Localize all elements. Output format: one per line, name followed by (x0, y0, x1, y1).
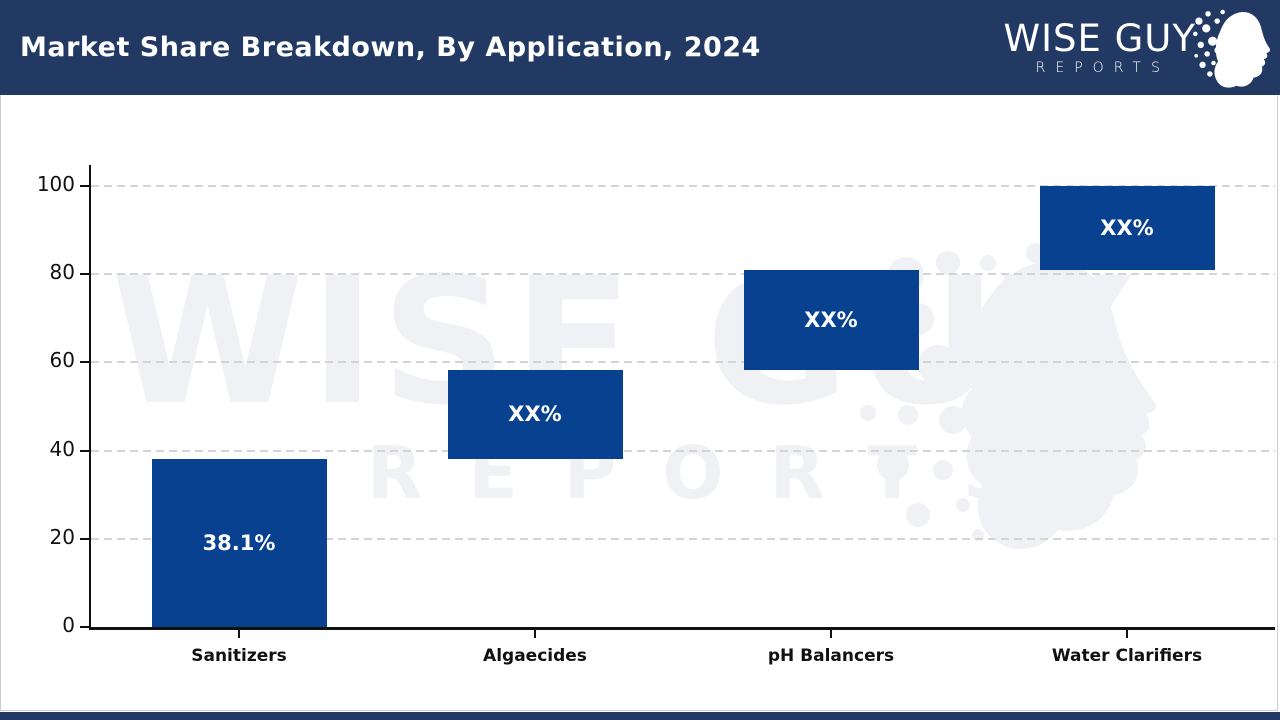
bar-value-label: 38.1% (202, 530, 276, 555)
y-tick-mark (80, 537, 89, 540)
y-tick-mark (80, 185, 89, 187)
x-tick-mark (534, 630, 536, 638)
logo-head-icon (1193, 9, 1270, 88)
bar-value-label: XX% (804, 307, 858, 332)
x-category-label: Water Clarifiers (1051, 646, 1203, 666)
gridline (91, 537, 1275, 540)
x-category-label: Sanitizers (191, 646, 287, 666)
bar-value-label: XX% (508, 402, 562, 427)
gridline (91, 273, 1275, 276)
y-tick-label: 20 (49, 524, 75, 549)
y-tick-label: 60 (49, 348, 75, 373)
logo-text: WISE GUY REPORTS (1004, 20, 1196, 76)
gridline (91, 185, 1275, 187)
x-category-label: pH Balancers (767, 646, 895, 666)
x-tick-mark (830, 630, 832, 638)
bar-value-label: XX% (1100, 215, 1154, 240)
wiseguy-logo: WISE GUY REPORTS (1004, 6, 1270, 90)
y-tick-mark (80, 626, 89, 628)
logo-wordmark: WISE GUY (1003, 17, 1196, 60)
y-tick-label: 0 (62, 613, 75, 637)
bar-algaecides: XX% (447, 369, 623, 459)
gridline (91, 449, 1275, 452)
bar-ph-balancers: XX% (743, 269, 919, 370)
bar-water-clarifiers: XX% (1039, 186, 1215, 270)
chart-canvas: WISE GUY REPORTS 0 20 40 60 80 100 38.1% Saniti… (0, 95, 1278, 711)
logo-subtitle: REPORTS (1035, 60, 1170, 76)
plot-area: 0 20 40 60 80 100 38.1% Sanitizers XX% Algaecides… (37, 165, 1275, 666)
y-tick-label: 80 (49, 260, 75, 285)
x-tick-mark (238, 630, 240, 638)
footer-bar (0, 712, 1280, 720)
y-tick-mark (80, 449, 89, 452)
y-tick-label: 40 (49, 436, 75, 461)
y-tick-mark (80, 361, 89, 364)
header-bar: Market Share Breakdown, By Application, … (0, 0, 1280, 95)
x-category-label: Algaecides (483, 646, 587, 666)
x-tick-mark (1126, 630, 1128, 638)
y-tick-mark (80, 273, 89, 276)
gridline (91, 361, 1275, 364)
page-title: Market Share Breakdown, By Application, … (20, 32, 761, 63)
y-tick-label: 100 (36, 172, 75, 196)
bar-sanitizers: 38.1% (151, 458, 327, 627)
